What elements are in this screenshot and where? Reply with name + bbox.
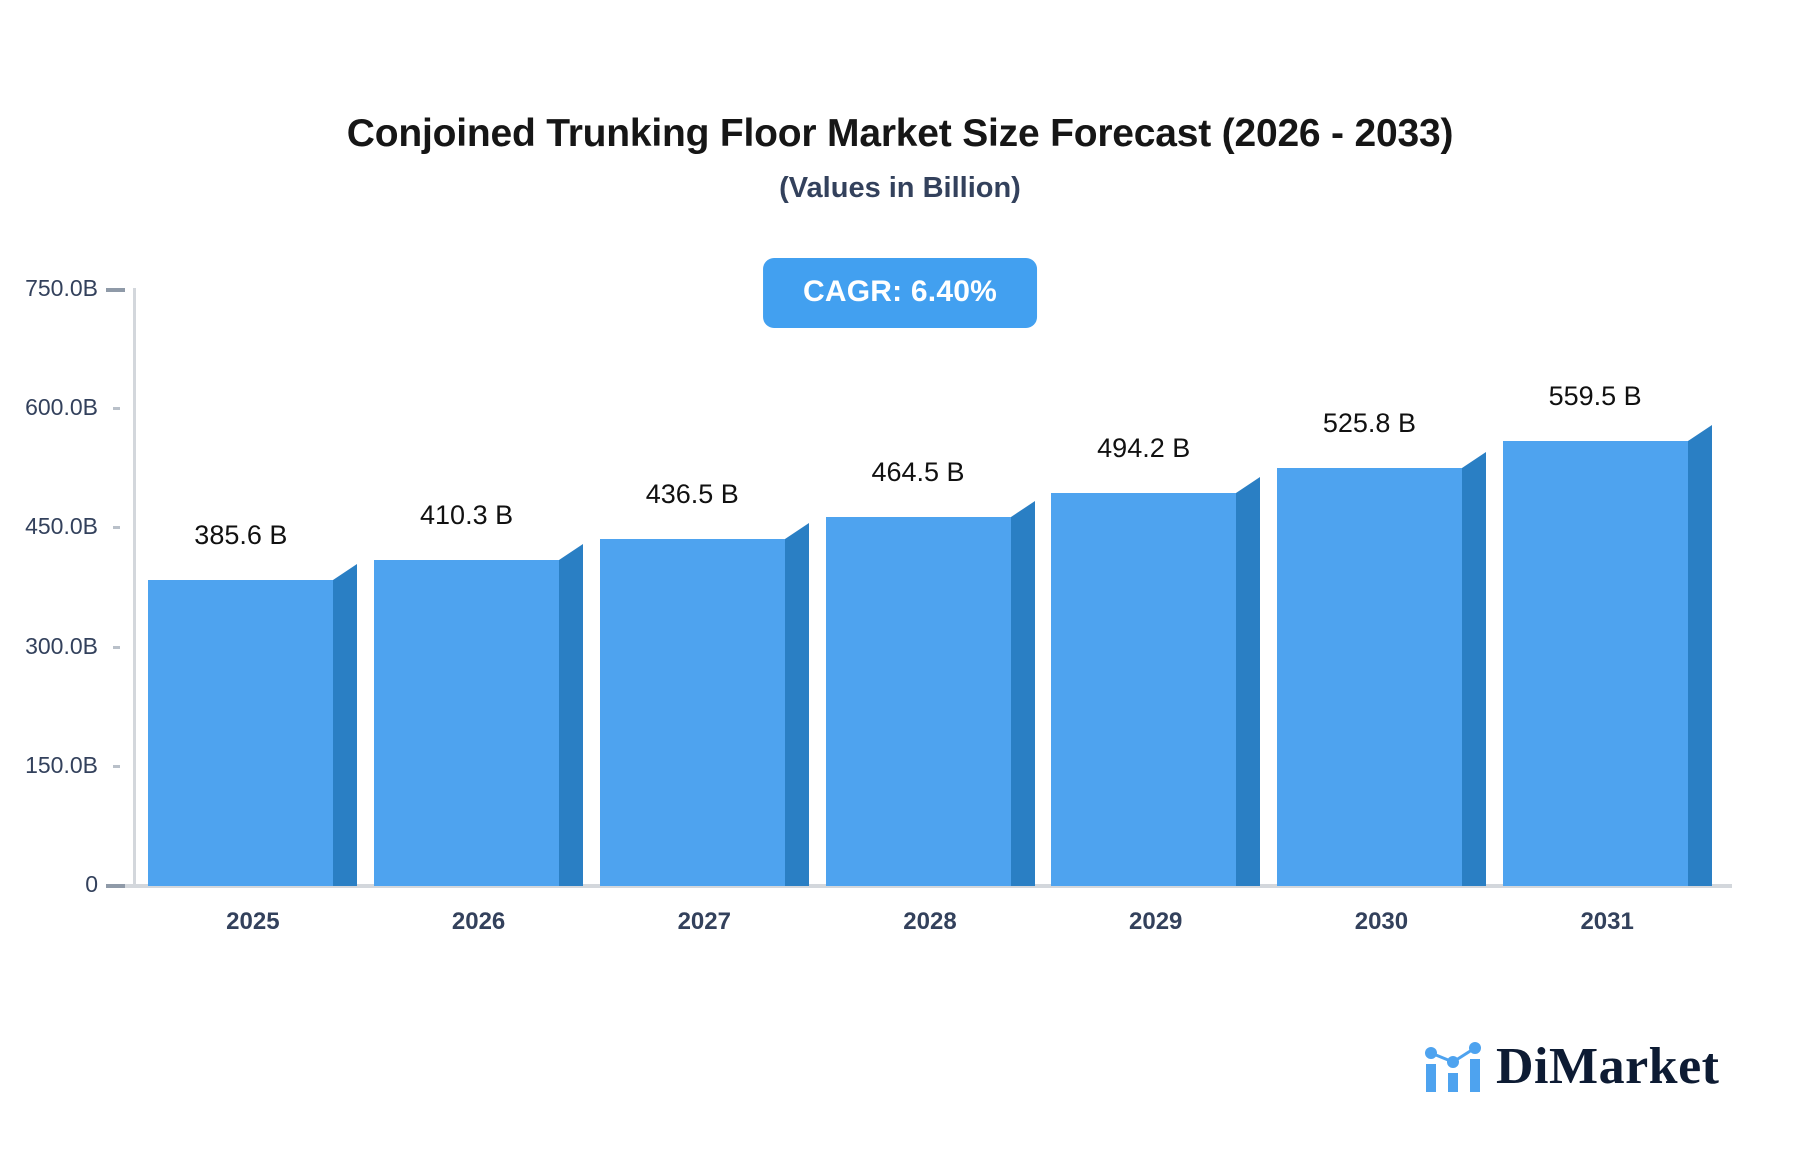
y-axis-tick-label: 150.0B bbox=[25, 751, 98, 778]
chart-title: Conjoined Trunking Floor Market Size For… bbox=[346, 112, 1454, 155]
bar-value-label: 559.5 B bbox=[1548, 381, 1642, 412]
chart-subtitle: (Values in Billion) bbox=[779, 172, 1021, 204]
y-axis-tick-label: 600.0B bbox=[25, 394, 98, 421]
bar-front-face bbox=[1502, 441, 1688, 886]
cagr-badge: CAGR: 6.40% bbox=[763, 258, 1037, 328]
logo-text: DiMarket bbox=[1496, 1038, 1720, 1095]
bar-2031[interactable] bbox=[1502, 425, 1712, 886]
bar-front-face bbox=[148, 579, 334, 886]
bar-chart-with-trendline-icon bbox=[1425, 1042, 1481, 1092]
y-axis-tick-label: 450.0B bbox=[25, 513, 98, 540]
y-axis-tick-mark bbox=[113, 764, 120, 768]
y-axis-tick-mark bbox=[113, 407, 120, 411]
bar-front-face bbox=[374, 559, 560, 886]
x-axis-tick-label-2031: 2031 bbox=[1580, 908, 1634, 935]
bar-side-face bbox=[784, 523, 809, 886]
bar-front-face bbox=[1051, 493, 1237, 886]
y-axis-tick-mark bbox=[113, 526, 120, 530]
bar-2027[interactable] bbox=[599, 523, 809, 886]
bar-side-face bbox=[333, 563, 358, 886]
bar-value-label: 436.5 B bbox=[645, 479, 739, 510]
y-axis-tick-mark bbox=[106, 884, 125, 888]
bar-front-face bbox=[825, 516, 1011, 886]
bar-value-label: 464.5 B bbox=[871, 456, 965, 487]
bar-2028[interactable] bbox=[825, 500, 1035, 886]
y-axis-tick-label: 750.0B bbox=[25, 275, 98, 301]
bar-2030[interactable] bbox=[1276, 452, 1486, 886]
y-axis-tick-label: 300.0B bbox=[25, 632, 98, 659]
x-axis-tick-label-2025: 2025 bbox=[226, 908, 280, 935]
x-axis-tick-label-2030: 2030 bbox=[1354, 908, 1409, 935]
bar-value-label: 525.8 B bbox=[1322, 408, 1416, 439]
x-axis-tick-label-2027: 2027 bbox=[677, 908, 731, 935]
y-axis-line bbox=[133, 288, 136, 885]
x-axis-tick-label-2028: 2028 bbox=[903, 908, 957, 935]
x-axis-tick-label-2026: 2026 bbox=[451, 908, 506, 935]
bar-2025[interactable] bbox=[148, 563, 358, 886]
y-axis-tick-mark bbox=[113, 645, 120, 649]
bar-front-face bbox=[599, 539, 785, 886]
bar-side-face bbox=[559, 543, 584, 886]
y-axis-tick-label: 0 bbox=[85, 871, 98, 897]
bar-value-label: 385.6 B bbox=[194, 519, 288, 550]
bar-side-face bbox=[1461, 452, 1486, 886]
bar-2026[interactable] bbox=[374, 543, 584, 886]
bar-value-label: 410.3 B bbox=[420, 499, 514, 530]
bar-side-face bbox=[1236, 477, 1261, 886]
bar-side-face bbox=[1010, 500, 1035, 886]
y-axis-tick-mark bbox=[106, 288, 125, 292]
dimarket-logo: DiMarket bbox=[1424, 1040, 1719, 1094]
bar-side-face bbox=[1687, 425, 1712, 886]
bar-value-label: 494.2 B bbox=[1097, 433, 1191, 464]
bar-front-face bbox=[1276, 468, 1462, 886]
bar-2029[interactable] bbox=[1051, 477, 1261, 886]
x-axis-line bbox=[112, 884, 1732, 888]
x-axis-tick-label-2029: 2029 bbox=[1129, 908, 1183, 935]
